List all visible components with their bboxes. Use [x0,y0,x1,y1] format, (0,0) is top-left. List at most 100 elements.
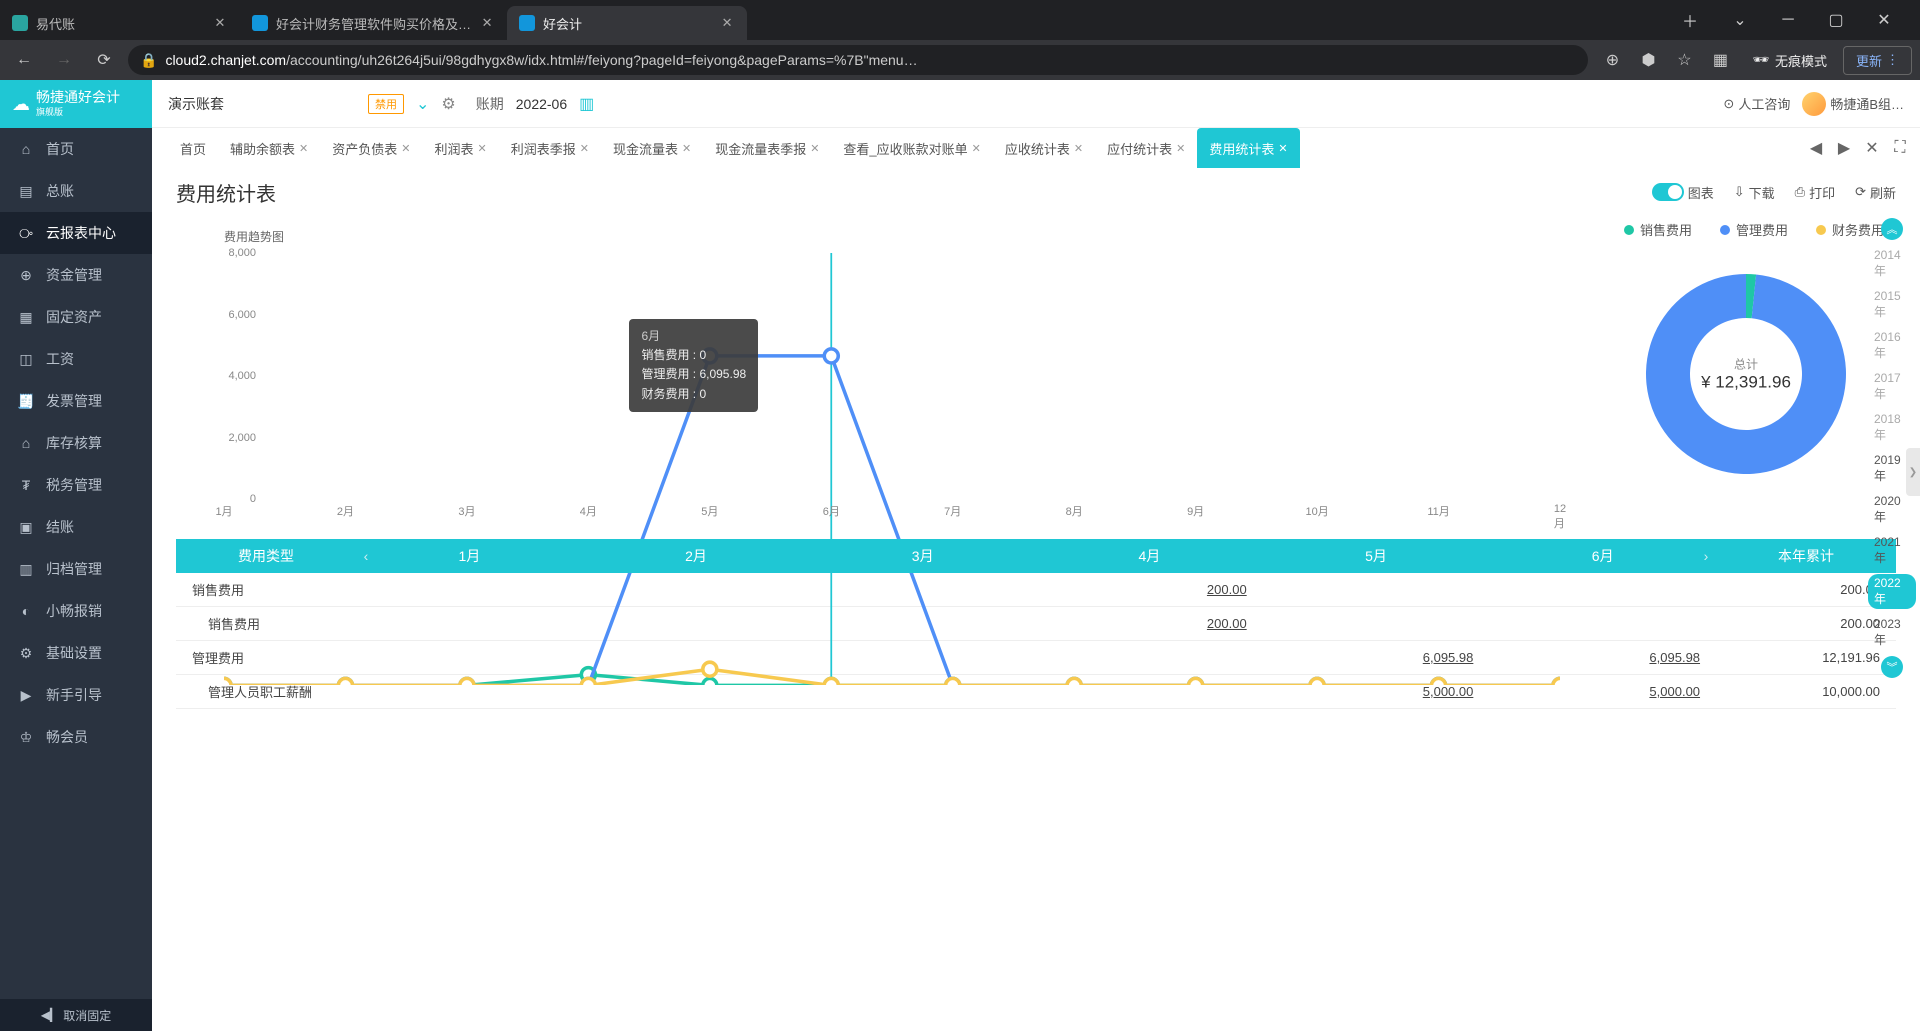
page-tab-close-icon[interactable]: ✕ [810,142,819,155]
page-tab[interactable]: 现金流量表季报✕ [703,128,831,168]
tooltip-row: 财务费用 : 0 [641,385,746,404]
star-icon[interactable]: ☆ [1668,44,1700,76]
year-option[interactable]: 2023年 [1868,615,1916,650]
page-tab[interactable]: 利润表✕ [422,128,498,168]
sidebar-item[interactable]: ▣ 结账 [0,506,152,548]
sidebar-icon: ▤ [18,183,34,200]
consult-button[interactable]: ⊙ 人工咨询 [1723,94,1790,113]
update-button[interactable]: 更新⋮ [1843,46,1912,75]
gear-icon[interactable]: ⚙ [441,94,455,114]
close-window-button[interactable]: ✕ [1864,5,1904,35]
table-prev-months[interactable]: ‹ [356,539,376,573]
page-tab[interactable]: 应付统计表✕ [1095,128,1197,168]
refresh-button[interactable]: ⟳ 刷新 [1855,183,1896,202]
page-tab[interactable]: 费用统计表✕ [1197,128,1299,168]
sidebar-item[interactable]: 🧾 发票管理 [0,380,152,422]
extension-icon[interactable]: ⬢ [1632,44,1664,76]
sidebar-item[interactable]: ⧂ 云报表中心 [0,212,152,254]
year-option[interactable]: 2016年 [1868,328,1916,363]
year-option[interactable]: 2017年 [1868,369,1916,404]
page-tab[interactable]: 首页 [168,128,218,168]
tab-close-icon[interactable]: ✕ [479,15,495,31]
td-month[interactable]: 5,000.00 [1489,684,1716,699]
x-tick: 5月 [701,503,718,519]
year-option[interactable]: 2014年 [1868,246,1916,281]
tab-prev-button[interactable]: ◀ [1804,136,1828,160]
sidebar-item[interactable]: ⌂ 首页 [0,128,152,170]
calendar-icon[interactable]: ▥ [579,94,594,114]
page-tab-close-icon[interactable]: ✕ [299,142,308,155]
sidebar-item[interactable]: ▤ 总账 [0,170,152,212]
minimize-button[interactable]: ─ [1768,5,1808,35]
account-dropdown-icon[interactable]: ⌄ [416,94,429,114]
tooltip-title: 6月 [641,327,746,346]
page-tab-close-icon[interactable]: ✕ [580,142,589,155]
browser-tab[interactable]: 易代账 ✕ [0,6,240,40]
year-up-button[interactable]: ︽ [1881,218,1903,240]
table-next-months[interactable]: › [1696,539,1716,573]
year-option[interactable]: 2020年 [1868,492,1916,527]
page-tab-close-icon[interactable]: ✕ [682,142,691,155]
tab-close-all-button[interactable]: ✕ [1860,136,1884,160]
page-tab[interactable]: 现金流量表✕ [601,128,703,168]
sidebar-item[interactable]: ▥ 归档管理 [0,548,152,590]
page-tab[interactable]: 应收统计表✕ [993,128,1095,168]
account-name[interactable]: 演示账套 [168,94,224,114]
chart-toggle[interactable]: 图表 [1652,183,1714,202]
sidebar-item[interactable]: ⌂ 库存核算 [0,422,152,464]
page-tab-close-icon[interactable]: ✕ [1176,142,1185,155]
tab-next-button[interactable]: ▶ [1832,136,1856,160]
tab-fullscreen-button[interactable]: ⛶ [1888,136,1912,160]
td-month[interactable]: 5,000.00 [1263,684,1490,699]
disabled-tag: 禁用 [368,94,404,114]
legend-item[interactable]: 管理费用 [1720,220,1788,239]
sidebar-item[interactable]: ⚙ 基础设置 [0,632,152,674]
page-tab-close-icon[interactable]: ✕ [478,142,487,155]
page-tab-close-icon[interactable]: ✕ [972,142,981,155]
year-option[interactable]: 2022年 [1868,574,1916,609]
url-bar[interactable]: 🔒 cloud2.chanjet.com/accounting/uh26t264… [128,45,1588,75]
page-tab[interactable]: 资产负债表✕ [320,128,422,168]
tab-close-icon[interactable]: ✕ [212,15,228,31]
sidebar-item[interactable]: ♔ 畅会员 [0,716,152,758]
year-down-button[interactable]: ︾ [1881,656,1903,678]
period-value[interactable]: 2022-06 [516,96,567,112]
maximize-button[interactable]: ▢ [1816,5,1856,35]
year-option[interactable]: 2021年 [1868,533,1916,568]
page-tab[interactable]: 查看_应收账款对账单✕ [831,128,992,168]
page-tab-close-icon[interactable]: ✕ [401,142,410,155]
page-tab[interactable]: 辅助余额表✕ [218,128,320,168]
zoom-icon[interactable]: ⊕ [1596,44,1628,76]
year-option[interactable]: 2018年 [1868,410,1916,445]
chevron-down-icon[interactable]: ⌄ [1720,5,1760,35]
print-button[interactable]: ⎙ 打印 [1795,183,1835,202]
forward-button[interactable]: → [48,44,80,76]
new-tab-button[interactable]: ＋ [1676,6,1704,34]
td-total: 10,000.00 [1716,684,1896,699]
year-option[interactable]: 2015年 [1868,287,1916,322]
back-button[interactable]: ← [8,44,40,76]
sidebar-item[interactable]: ▦ 固定资产 [0,296,152,338]
legend-item[interactable]: 销售费用 [1624,220,1692,239]
sidebar-item[interactable]: ⊕ 资金管理 [0,254,152,296]
download-button[interactable]: ⇩ 下载 [1734,183,1775,202]
sidebar-item[interactable]: ◫ 工资 [0,338,152,380]
page-tab[interactable]: 利润表季报✕ [499,128,601,168]
browser-tab[interactable]: 好会计 ✕ [507,6,747,40]
sidebar-logo[interactable]: ☁ 畅捷通好会计 旗舰版 [0,80,152,128]
user-menu[interactable]: 畅捷通B组… [1802,92,1904,116]
sidebar-item[interactable]: ▶ 新手引导 [0,674,152,716]
sidebar-footer[interactable]: ◀▎ 取消固定 [0,999,152,1031]
year-option[interactable]: 2019年 [1868,451,1916,486]
page-tab-close-icon[interactable]: ✕ [1278,142,1287,155]
page-tab-close-icon[interactable]: ✕ [1074,142,1083,155]
puzzle-icon[interactable]: ▦ [1704,44,1736,76]
avatar [1802,92,1826,116]
sidebar-item[interactable]: ◐ 小畅报销 [0,590,152,632]
toggle-switch[interactable] [1652,183,1684,201]
sidebar-item[interactable]: ₮ 税务管理 [0,464,152,506]
tab-close-icon[interactable]: ✕ [719,15,735,31]
browser-tab[interactable]: 好会计财务管理软件购买价格及… ✕ [240,6,507,40]
reload-button[interactable]: ⟳ [88,44,120,76]
window-controls: ⌄ ─ ▢ ✕ [1704,5,1920,35]
